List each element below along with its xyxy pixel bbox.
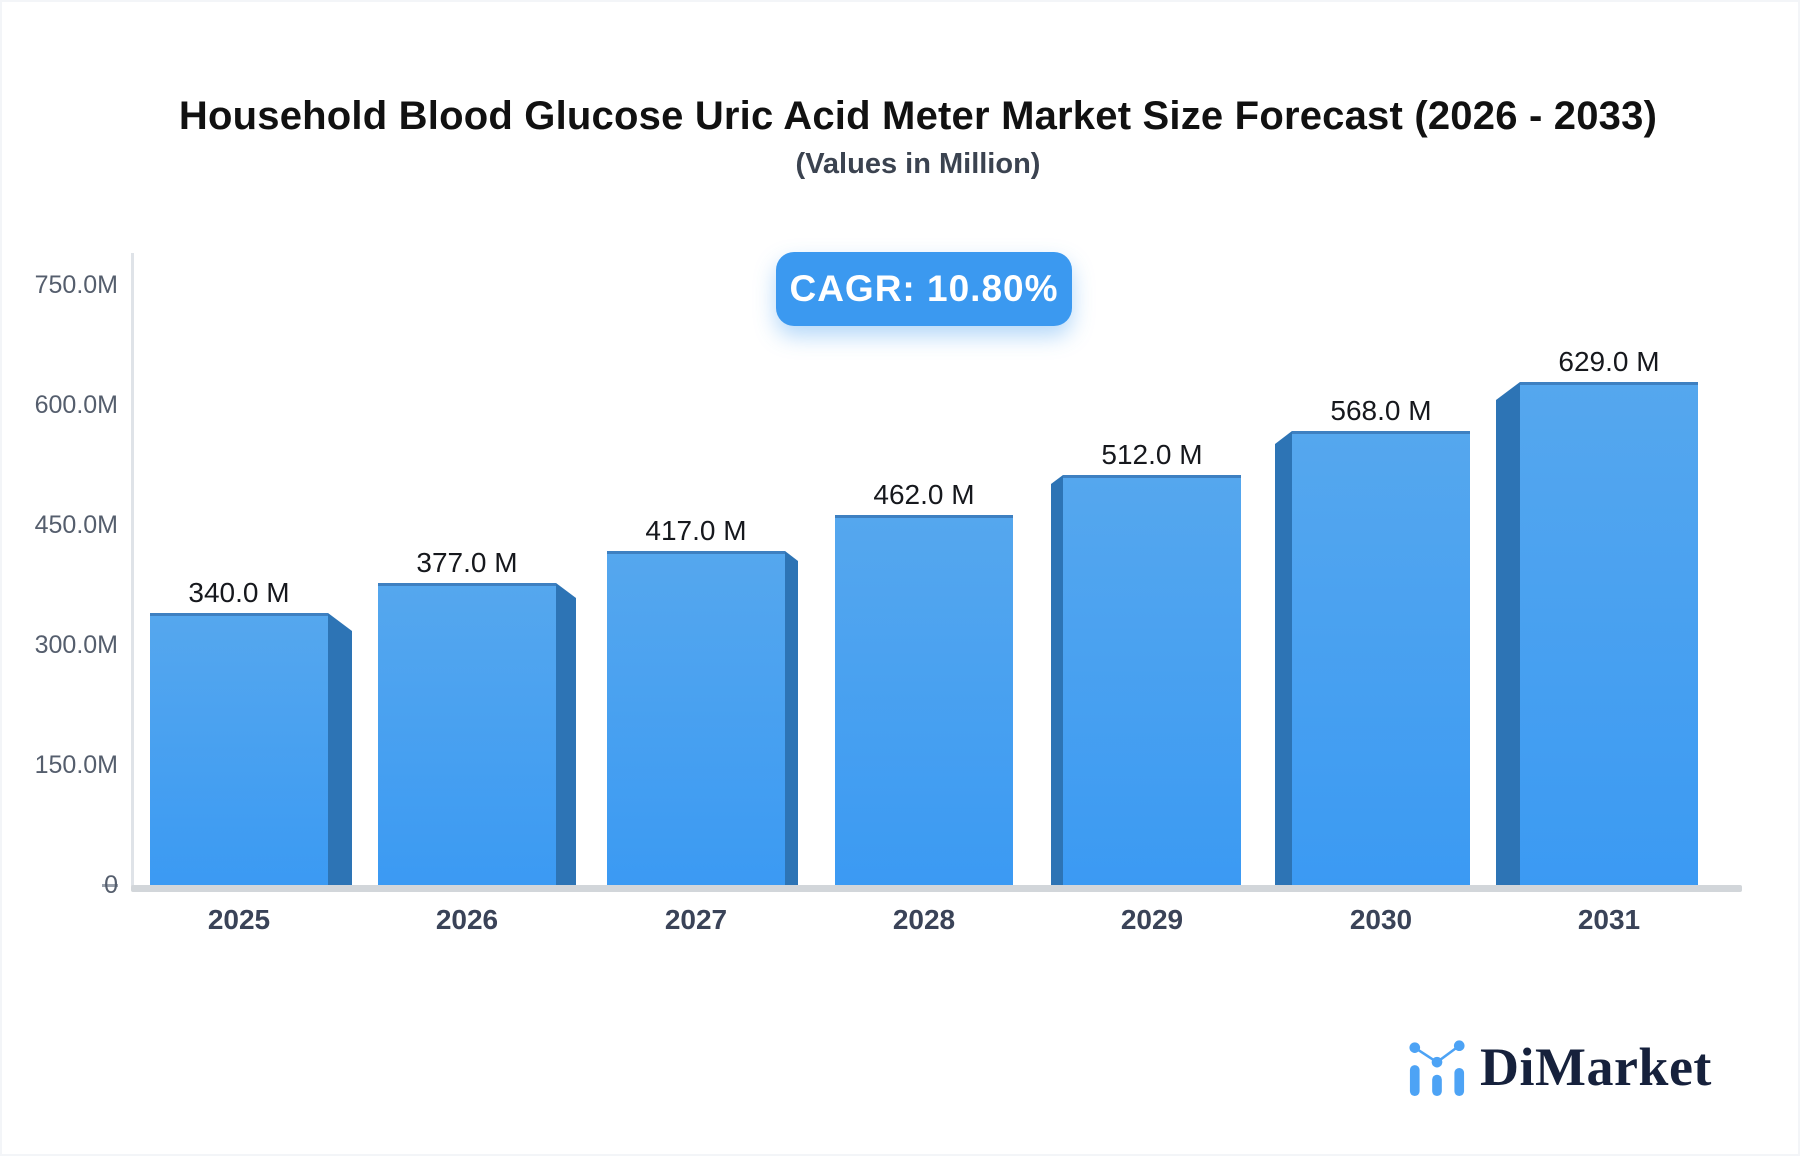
y-axis-label: 300.0M [34,631,118,659]
x-axis-label: 2028 [892,904,956,935]
bar-value-label: 462.0 M [873,479,975,510]
bar-value-label: 417.0 M [645,515,747,546]
y-axis-label: 750.0M [34,271,118,299]
x-axis-label: 2026 [435,904,499,935]
cagr-badge: CAGR: 10.80% [776,252,1072,326]
x-axis-label: 2025 [207,904,271,935]
bar [1063,475,1241,885]
bar [607,551,785,885]
x-axis-label: 2029 [1120,904,1184,935]
x-axis-label: 2030 [1349,904,1413,935]
bar-3d-side [785,551,798,885]
bar-3d-side [1496,382,1520,885]
brand-logo-text: DiMarket [1480,1037,1712,1097]
y-axis-label: 150.0M [34,751,118,779]
y-axis-label: 0 [104,871,118,899]
x-axis-line [131,885,1742,892]
cagr-badge-label: CAGR: 10.80% [789,268,1059,309]
y-axis-label: 600.0M [34,391,118,419]
bar-3d-side [1051,475,1063,885]
bar-value-label: 629.0 M [1558,346,1660,377]
bar-value-label: 568.0 M [1330,395,1432,426]
y-axis-tick [102,884,118,887]
bar [1292,431,1470,885]
bar-value-label: 512.0 M [1101,439,1203,470]
bar [378,583,556,885]
bar-3d-side [556,583,576,885]
chart-title: Household Blood Glucose Uric Acid Meter … [178,94,1658,138]
x-axis-label: 2027 [664,904,728,935]
bar-line-chart-icon [1409,1040,1465,1096]
y-axis-label: 450.0M [34,511,118,539]
bar [835,515,1013,885]
x-axis-label: 2031 [1577,904,1641,935]
y-axis-line [131,253,134,886]
brand-logo: DiMarket [1408,1036,1712,1098]
bar [1520,382,1698,885]
bar-value-label: 340.0 M [188,577,290,608]
chart-subtitle: (Values in Million) [795,148,1041,180]
bar-3d-side [328,613,352,885]
bar-3d-side [1275,431,1292,885]
bar-value-label: 377.0 M [416,547,518,578]
bar [150,613,328,885]
